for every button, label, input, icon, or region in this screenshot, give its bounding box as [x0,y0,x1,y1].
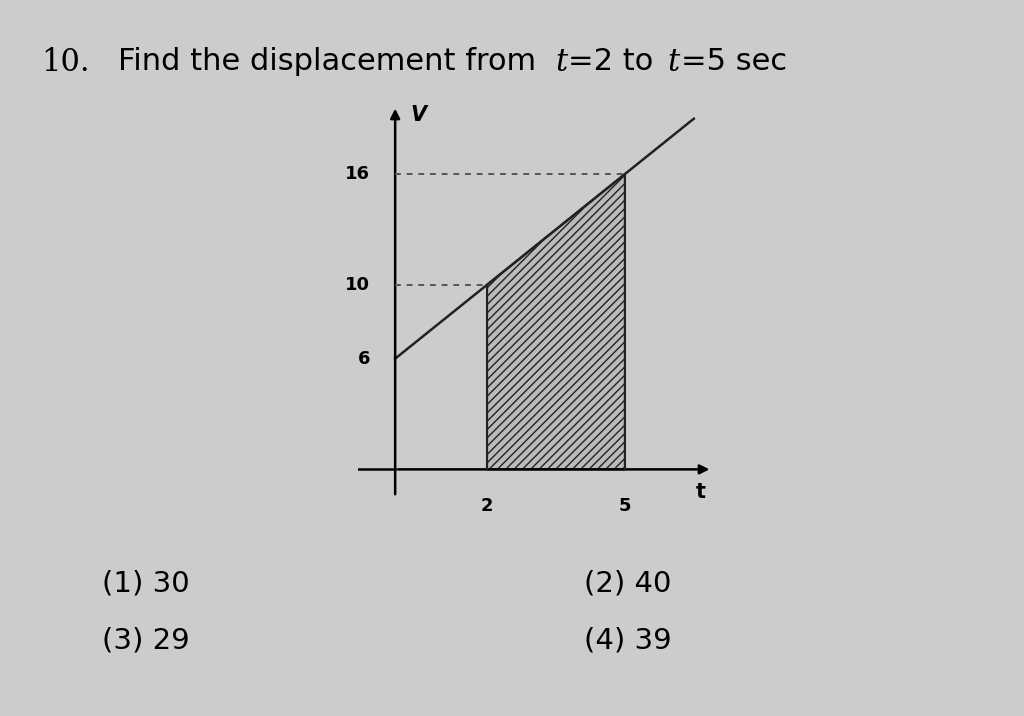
Text: t: t [555,47,567,77]
Text: Find the displacement from: Find the displacement from [118,47,546,76]
Text: t: t [695,482,706,501]
Text: t: t [668,47,680,77]
Text: (1) 30: (1) 30 [102,569,190,598]
Polygon shape [487,174,625,470]
Text: (3) 29: (3) 29 [102,626,190,655]
Text: =5 sec: =5 sec [681,47,787,76]
Text: 10: 10 [345,276,370,294]
Text: 6: 6 [357,349,370,367]
Text: 10.: 10. [41,47,89,77]
Text: (2) 40: (2) 40 [584,569,671,598]
Text: =2 to: =2 to [568,47,664,76]
Text: 16: 16 [345,165,370,183]
Text: 5: 5 [618,497,631,515]
Text: V: V [410,105,426,125]
Text: 2: 2 [481,497,494,515]
Text: (4) 39: (4) 39 [584,626,672,655]
